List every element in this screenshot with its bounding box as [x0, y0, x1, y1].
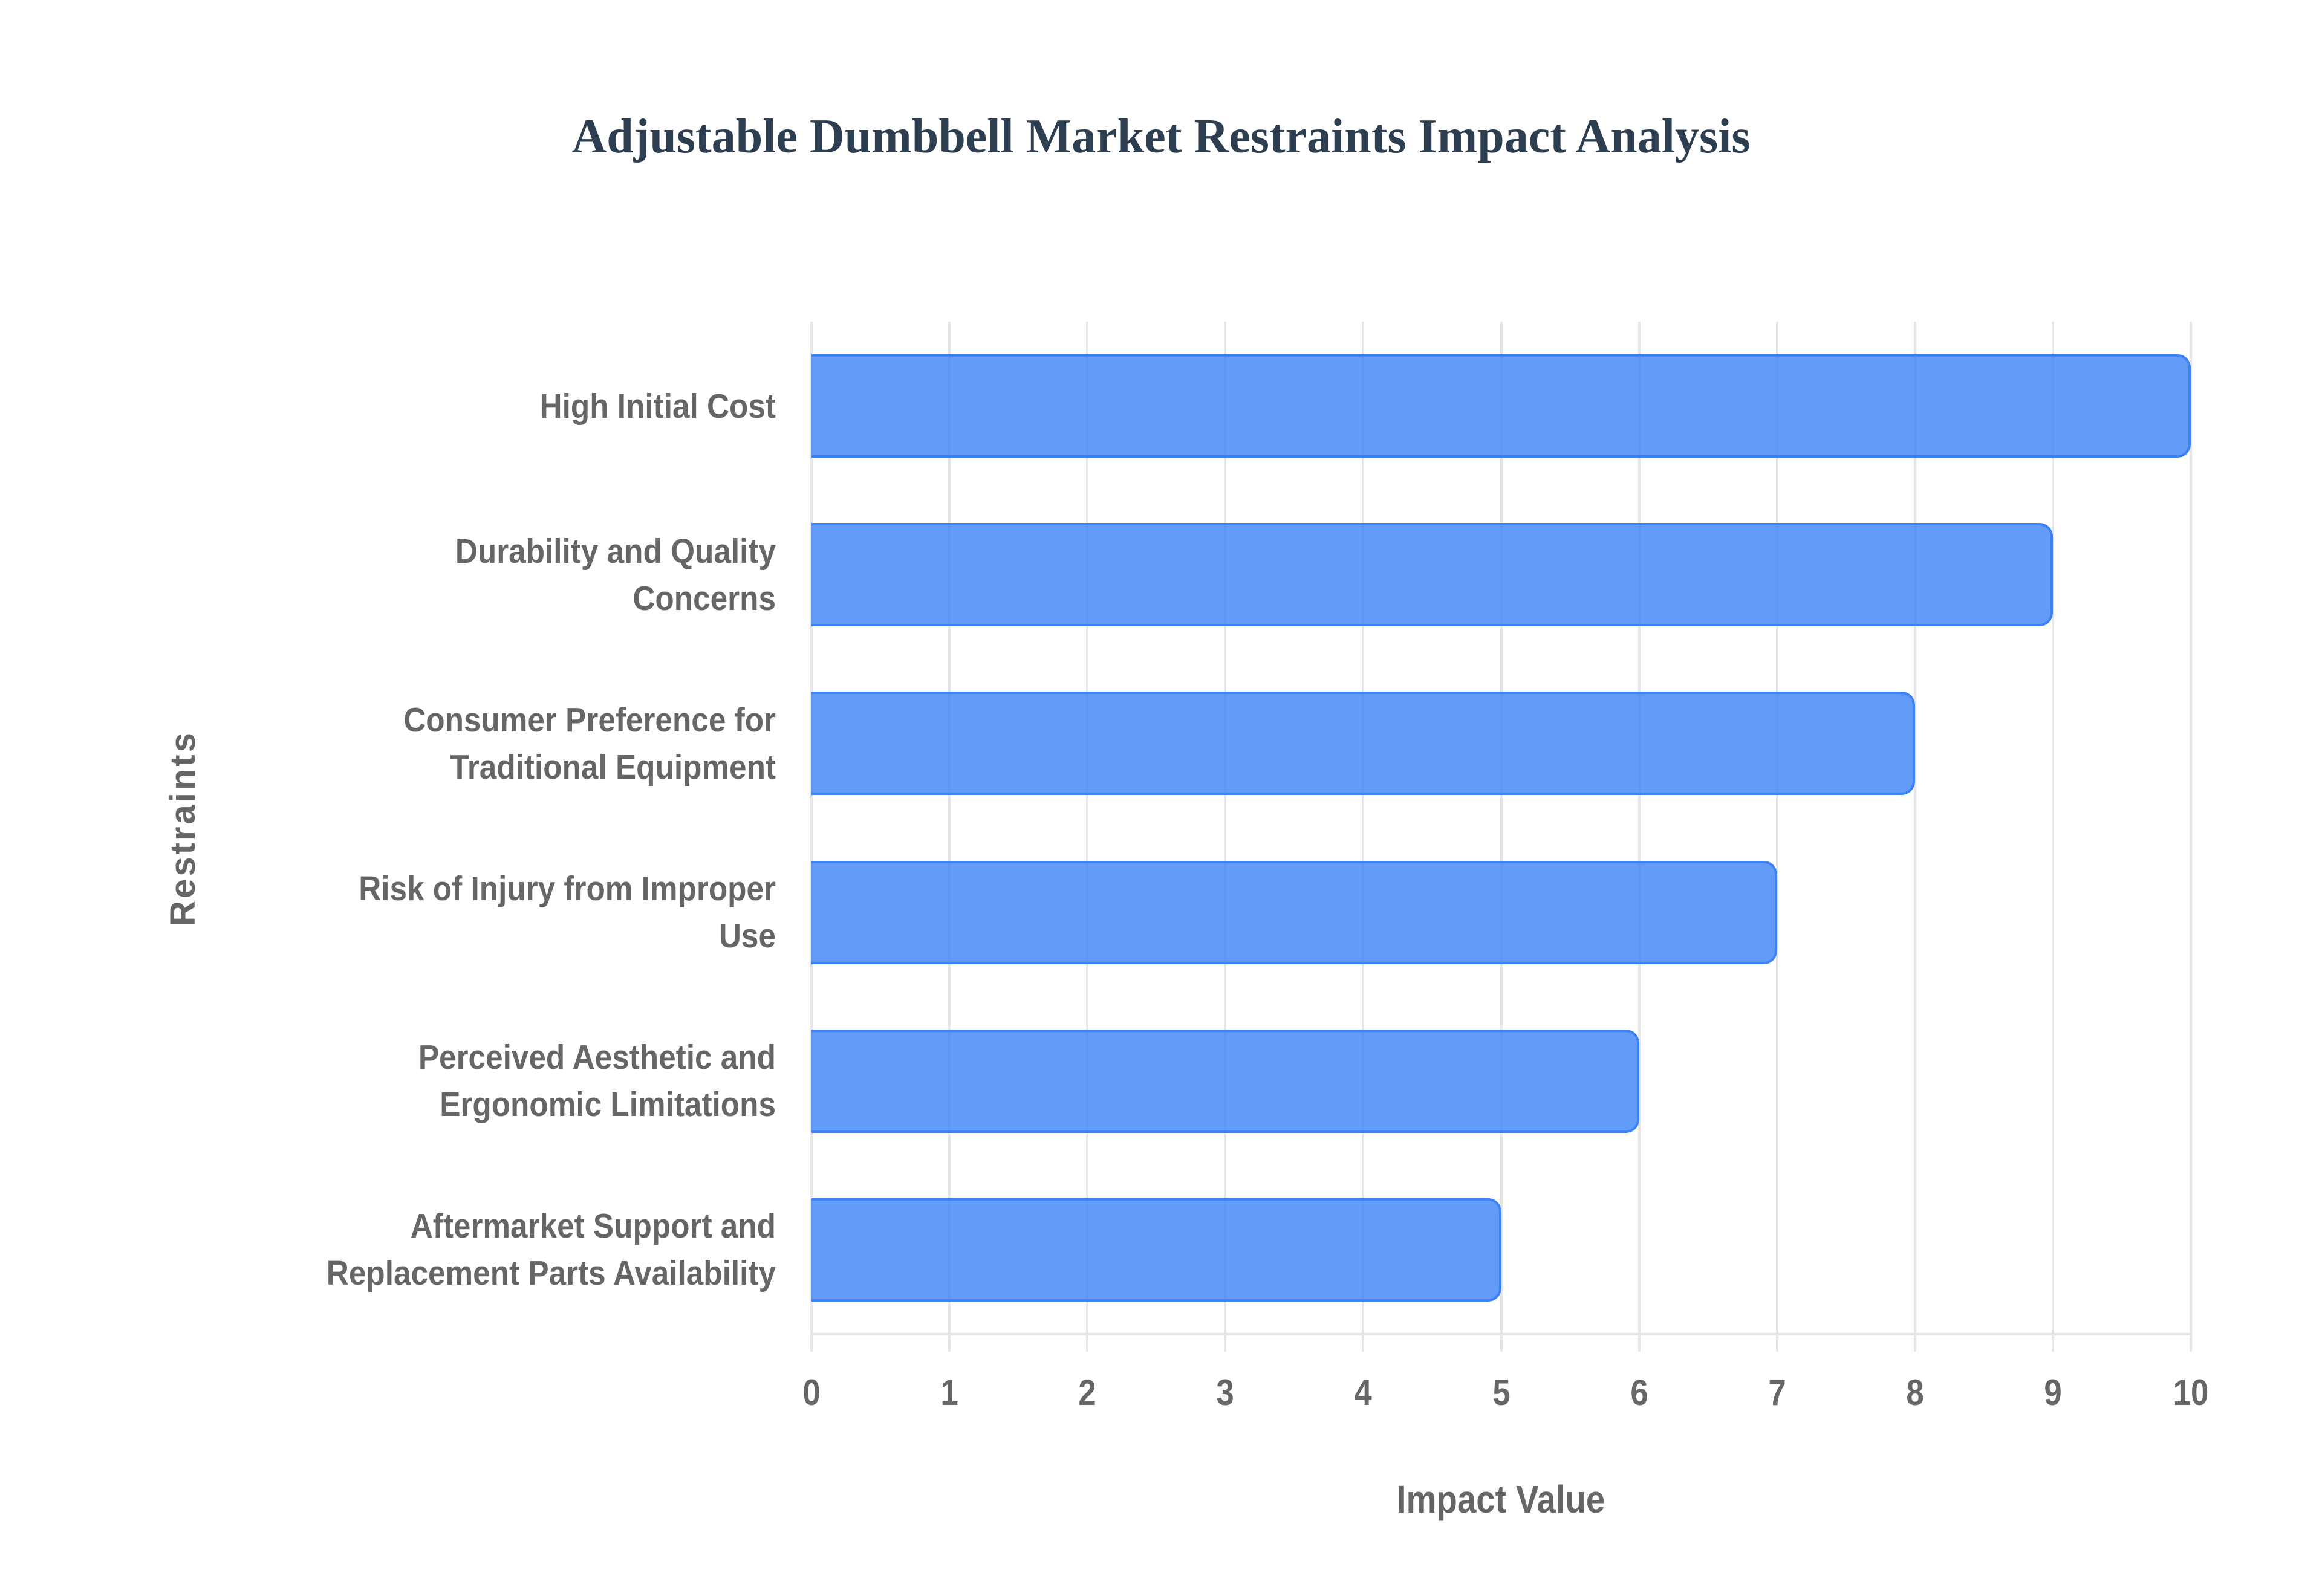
bar[interactable]: [811, 1029, 1639, 1133]
gridline: [2051, 322, 2054, 1352]
y-axis-category-label-line: Perceived Aesthetic and: [418, 1038, 776, 1077]
x-axis-title: Impact Value: [1396, 1478, 1605, 1521]
x-axis-tick-label: 2: [1078, 1372, 1096, 1413]
bar[interactable]: [811, 354, 2191, 458]
plot-area: [810, 322, 2192, 1352]
x-axis-tick-label: 1: [940, 1372, 958, 1413]
x-axis-line: [811, 1333, 2192, 1335]
bar[interactable]: [811, 1198, 1501, 1302]
x-axis-tick-label: 6: [1630, 1372, 1648, 1413]
x-axis-tick-label: 9: [2044, 1372, 2062, 1413]
y-axis-category-label-line: Aftermarket Support and: [410, 1207, 776, 1246]
y-axis-category-label-line: Use: [718, 916, 776, 956]
x-axis-tick-label: 3: [1216, 1372, 1234, 1413]
gridline: [2190, 322, 2192, 1352]
y-axis-category-label: Perceived Aesthetic and Ergonomic Limitat…: [232, 1034, 776, 1128]
x-axis-tick-label: 0: [802, 1372, 821, 1413]
gridline: [1224, 322, 1227, 1352]
y-axis-category-label: High Initial Cost: [232, 383, 776, 430]
x-axis-tick-label: 8: [1906, 1372, 1924, 1413]
y-axis-category-label-line: Replacement Parts Availability: [326, 1254, 776, 1293]
gridline: [810, 322, 813, 1352]
x-axis-tick-label: 7: [1768, 1372, 1786, 1413]
y-axis-category-label-line: Risk of Injury from Improper: [359, 869, 776, 909]
y-axis-category-label-line: High Initial Cost: [539, 386, 776, 426]
y-axis-category-label: Aftermarket Support and Replacement Parts…: [232, 1202, 776, 1297]
gridline: [1913, 322, 1916, 1352]
y-axis-title: Restraints: [163, 730, 203, 926]
gridline: [1086, 322, 1089, 1352]
gridline: [1775, 322, 1778, 1352]
gridline: [1637, 322, 1641, 1352]
x-axis-tick-label: 10: [2173, 1372, 2209, 1413]
x-axis-tick-label: 4: [1354, 1372, 1373, 1413]
y-axis-category-label-line: Durability and Quality: [455, 531, 776, 571]
y-axis-category-label-line: Consumer Preference for: [403, 700, 776, 739]
gridline: [948, 322, 951, 1352]
bar[interactable]: [811, 692, 1915, 796]
y-axis-category-label-line: Traditional Equipment: [450, 747, 776, 787]
bar[interactable]: [811, 860, 1777, 964]
y-axis-category-label-line: Ergonomic Limitations: [440, 1085, 776, 1124]
gridline: [1500, 322, 1503, 1352]
y-axis-category-label: Risk of Injury from Improper Use: [232, 865, 776, 959]
y-axis-category-label-line: Concerns: [633, 579, 776, 618]
y-axis-category-label: Consumer Preference for Traditional Equip…: [232, 696, 776, 791]
y-axis-category-label: Durability and Quality Concerns: [232, 528, 776, 622]
bar[interactable]: [811, 523, 2053, 627]
gridline: [1362, 322, 1365, 1352]
chart-title: Adjustable Dumbbell Market Restraints Im…: [571, 110, 1751, 163]
x-axis-tick-label: 5: [1492, 1372, 1511, 1413]
